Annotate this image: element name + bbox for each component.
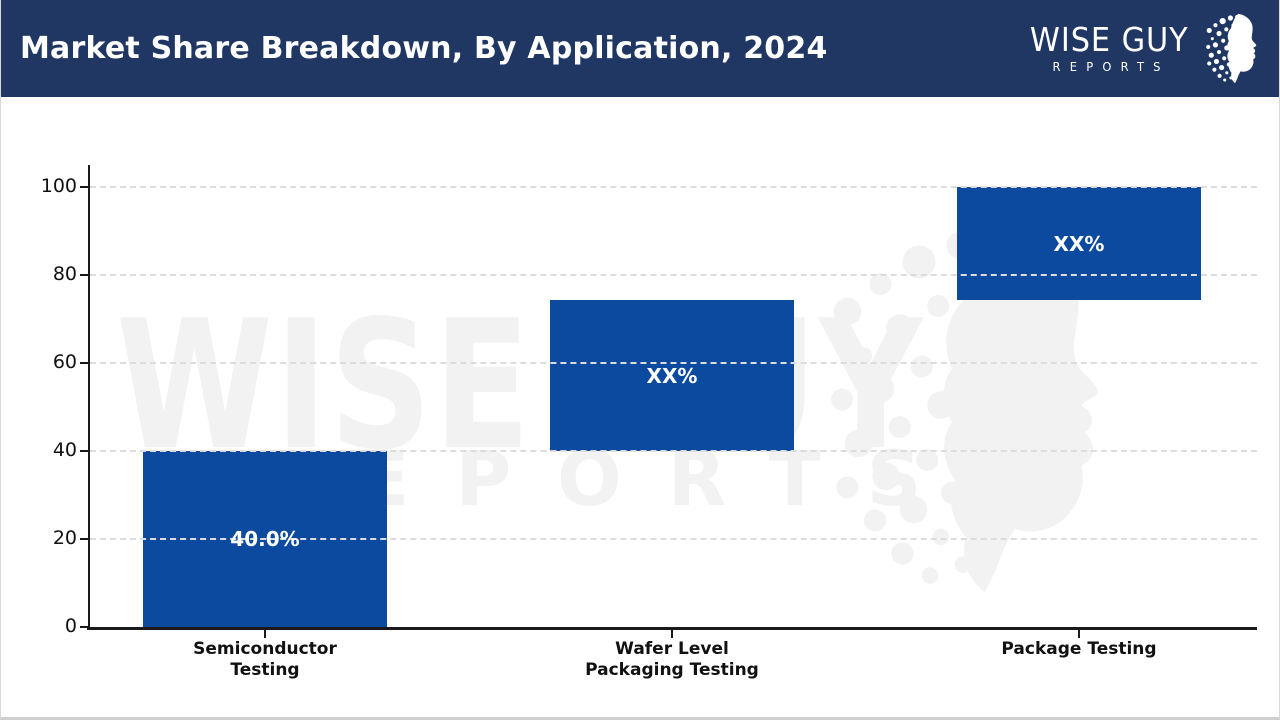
bar-value-label: XX% [646, 363, 698, 388]
x-category-label-line: Packaging Testing [585, 660, 759, 680]
y-tick-mark [80, 450, 88, 452]
x-category-label: Package Testing [914, 639, 1244, 660]
wise-guy-reports-logo: WISE GUY REPORTS [1023, 9, 1264, 89]
logo-text: WISE GUY REPORTS [1030, 23, 1189, 74]
logo-face-icon [1206, 13, 1257, 83]
y-tick-label: 80 [52, 263, 77, 285]
gridline-100 [90, 186, 1257, 188]
x-category-label-line: Package Testing [1001, 639, 1157, 659]
gridline-60 [90, 362, 1257, 364]
x-tick-mark [671, 630, 673, 638]
y-tick-mark [80, 538, 88, 540]
y-tick-label: 60 [52, 351, 77, 373]
logo-subtext: REPORTS [1052, 59, 1171, 75]
x-tick-mark [264, 630, 266, 638]
chart-title: Market Share Breakdown, By Application, … [20, 31, 828, 66]
bar-2 [550, 300, 794, 451]
y-tick-label: 40 [52, 439, 77, 461]
gridline-20 [90, 538, 1257, 540]
x-category-label: Semiconductor Testing [100, 639, 430, 681]
x-axis-line [87, 627, 1257, 630]
header-bar: Market Share Breakdown, By Application, … [1, 0, 1279, 97]
y-tick-label: 0 [64, 615, 77, 637]
gridline-80 [90, 274, 1257, 276]
y-tick-mark [80, 362, 88, 364]
x-tick-mark [1078, 630, 1080, 638]
logo-wordmark: WISE GUY [1030, 20, 1190, 60]
bar-value-label: XX% [1053, 231, 1105, 256]
y-tick-label: 20 [52, 527, 77, 549]
gridline-40 [90, 450, 1257, 452]
x-category-label-line: Testing [230, 660, 300, 680]
x-category-label-line: Wafer Level [615, 639, 729, 659]
y-tick-label: 100 [40, 175, 77, 197]
y-axis-line [88, 165, 90, 630]
y-tick-mark [80, 186, 88, 188]
y-tick-mark [80, 626, 88, 628]
x-category-label: Wafer Level Packaging Testing [507, 639, 837, 681]
bar-value-label: 40.0% [230, 527, 300, 551]
y-tick-mark [80, 274, 88, 276]
x-category-label-line: Semiconductor [193, 639, 337, 659]
